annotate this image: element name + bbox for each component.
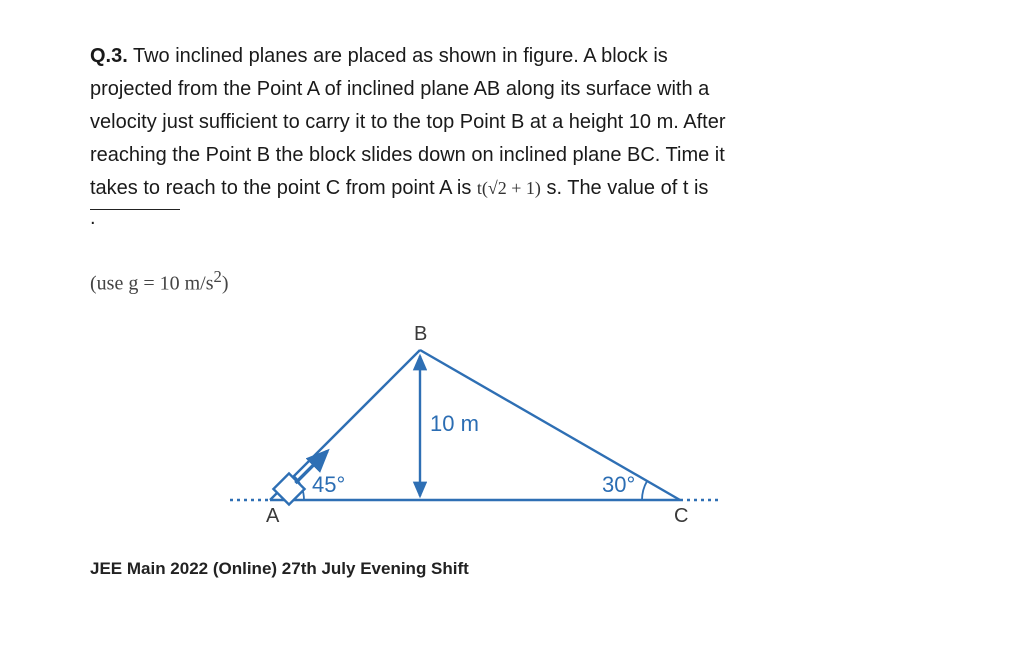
hint-prefix: (use: [90, 273, 128, 295]
q-line3: velocity just sufficient to carry it to …: [90, 111, 726, 133]
diagram-svg: 10 m 45° 30° A B C: [230, 310, 750, 540]
q-line5b: s. The value of t is: [546, 177, 708, 199]
svg-text:A: A: [266, 505, 280, 527]
svg-text:B: B: [414, 323, 427, 345]
source-line: JEE Main 2022 (Online) 27th July Evening…: [90, 559, 934, 579]
question-number: Q.3.: [90, 45, 128, 67]
svg-text:30°: 30°: [602, 472, 635, 497]
q-line2: projected from the Point A of inclined p…: [90, 78, 709, 100]
q-line4: reaching the Point B the block slides do…: [90, 144, 725, 166]
q-line5a: takes to reach to the point C from point…: [90, 177, 477, 199]
page: Q.3. Two inclined planes are placed as s…: [0, 0, 1024, 660]
hint-suffix: ): [222, 273, 229, 295]
hint-sup: 2: [214, 267, 222, 286]
svg-text:10 m: 10 m: [430, 411, 479, 436]
svg-text:C: C: [674, 505, 688, 527]
hint-g: g = 10 m/s: [128, 273, 213, 295]
answer-blank: [90, 209, 180, 210]
hint-text: (use g = 10 m/s2): [90, 267, 934, 296]
math-expression: t(√2 + 1): [477, 178, 541, 198]
question-text: Q.3. Two inclined planes are placed as s…: [90, 40, 934, 245]
diagram: 10 m 45° 30° A B C: [230, 310, 934, 545]
q-line1: Two inclined planes are placed as shown …: [133, 45, 668, 67]
svg-text:45°: 45°: [312, 472, 345, 497]
blank-suffix: .: [90, 207, 96, 229]
